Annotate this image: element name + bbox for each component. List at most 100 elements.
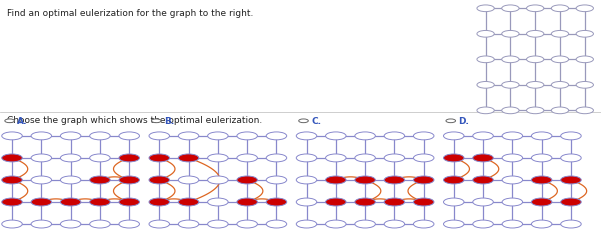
Circle shape — [502, 82, 519, 89]
Circle shape — [502, 220, 523, 228]
Circle shape — [207, 132, 228, 140]
Circle shape — [576, 6, 593, 12]
Circle shape — [576, 108, 593, 114]
Circle shape — [60, 132, 81, 140]
Circle shape — [576, 57, 593, 63]
Text: Choose the graph which shows the optimal eulerization.: Choose the graph which shows the optimal… — [7, 116, 263, 125]
Circle shape — [90, 198, 110, 206]
Circle shape — [473, 220, 493, 228]
Circle shape — [90, 176, 110, 184]
Circle shape — [2, 220, 22, 228]
Circle shape — [413, 220, 434, 228]
Circle shape — [149, 154, 169, 162]
Circle shape — [384, 132, 404, 140]
Circle shape — [237, 176, 257, 184]
Circle shape — [149, 132, 169, 140]
Circle shape — [178, 154, 199, 162]
Circle shape — [178, 132, 199, 140]
Circle shape — [444, 220, 464, 228]
Circle shape — [444, 176, 464, 184]
Circle shape — [31, 220, 52, 228]
Circle shape — [473, 176, 493, 184]
Circle shape — [473, 198, 493, 206]
Circle shape — [299, 119, 308, 123]
Circle shape — [237, 132, 257, 140]
Circle shape — [266, 198, 287, 206]
Circle shape — [444, 154, 464, 162]
Circle shape — [526, 82, 544, 89]
Circle shape — [355, 176, 376, 184]
Circle shape — [526, 57, 544, 63]
Circle shape — [355, 132, 376, 140]
Circle shape — [178, 220, 199, 228]
Circle shape — [473, 154, 493, 162]
Circle shape — [326, 154, 346, 162]
Circle shape — [90, 154, 110, 162]
Text: Find an optimal eulerization for the graph to the right.: Find an optimal eulerization for the gra… — [7, 9, 254, 18]
Circle shape — [207, 220, 228, 228]
Circle shape — [31, 176, 52, 184]
Circle shape — [502, 108, 519, 114]
Circle shape — [296, 198, 317, 206]
Circle shape — [384, 176, 404, 184]
Circle shape — [473, 132, 493, 140]
Circle shape — [384, 220, 404, 228]
Circle shape — [266, 176, 287, 184]
Circle shape — [5, 119, 14, 123]
Circle shape — [502, 154, 523, 162]
Circle shape — [531, 132, 552, 140]
Text: B.: B. — [164, 117, 174, 126]
Circle shape — [151, 119, 161, 123]
Circle shape — [296, 154, 317, 162]
Circle shape — [60, 198, 81, 206]
Circle shape — [561, 132, 581, 140]
Circle shape — [31, 154, 52, 162]
Circle shape — [502, 57, 519, 63]
Circle shape — [296, 132, 317, 140]
Circle shape — [576, 31, 593, 38]
Circle shape — [296, 176, 317, 184]
Circle shape — [266, 154, 287, 162]
Circle shape — [477, 108, 494, 114]
Circle shape — [31, 198, 52, 206]
Circle shape — [502, 198, 523, 206]
Text: C.: C. — [311, 117, 322, 126]
Circle shape — [531, 176, 552, 184]
Circle shape — [149, 176, 169, 184]
Circle shape — [413, 132, 434, 140]
Circle shape — [413, 154, 434, 162]
Circle shape — [531, 198, 552, 206]
Circle shape — [551, 6, 569, 12]
Circle shape — [355, 154, 376, 162]
Circle shape — [149, 220, 169, 228]
Circle shape — [413, 198, 434, 206]
Circle shape — [444, 198, 464, 206]
Circle shape — [326, 198, 346, 206]
Circle shape — [90, 220, 110, 228]
Circle shape — [502, 6, 519, 12]
Circle shape — [561, 220, 581, 228]
Circle shape — [119, 132, 139, 140]
Circle shape — [207, 176, 228, 184]
Circle shape — [296, 220, 317, 228]
Circle shape — [531, 154, 552, 162]
Circle shape — [2, 176, 22, 184]
Text: A.: A. — [17, 117, 28, 126]
Circle shape — [2, 198, 22, 206]
Circle shape — [561, 176, 581, 184]
Circle shape — [178, 198, 199, 206]
Circle shape — [237, 220, 257, 228]
Circle shape — [551, 82, 569, 89]
Circle shape — [561, 154, 581, 162]
Circle shape — [237, 154, 257, 162]
Circle shape — [60, 154, 81, 162]
Circle shape — [31, 132, 52, 140]
Circle shape — [413, 176, 434, 184]
Circle shape — [526, 6, 544, 12]
Circle shape — [119, 176, 139, 184]
Circle shape — [207, 154, 228, 162]
Circle shape — [551, 108, 569, 114]
Circle shape — [60, 220, 81, 228]
Circle shape — [526, 31, 544, 38]
Circle shape — [326, 220, 346, 228]
